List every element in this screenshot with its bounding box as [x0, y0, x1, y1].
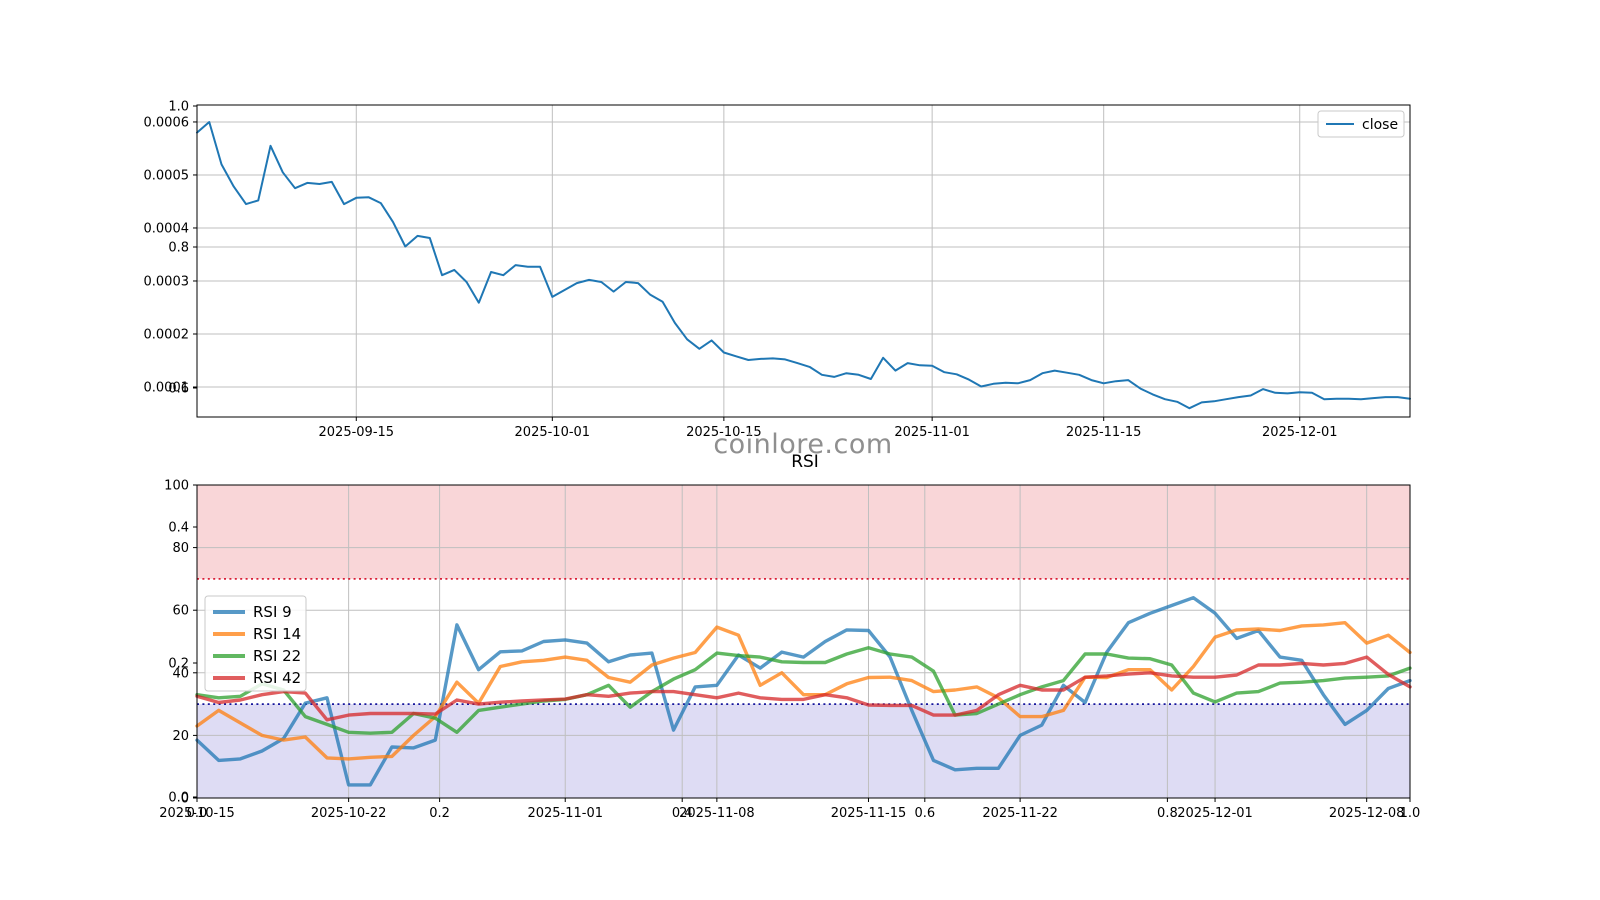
x-tick-label: 2025-12-08 — [1329, 806, 1405, 821]
x-tick-label: 2025-11-01 — [894, 425, 970, 440]
overbought-band — [197, 485, 1410, 579]
rsi-panel-title: RSI — [791, 452, 819, 472]
rsi-grid — [196, 485, 1410, 798]
oversold-band — [197, 704, 1410, 798]
secondary-x-tick-label: 0.4 — [672, 806, 693, 821]
rsi-22-line — [195, 646, 1412, 735]
x-tick-label: 2025-11-01 — [527, 806, 603, 821]
y-tick-label: 0 — [181, 792, 189, 807]
price-panel-spines — [196, 104, 1411, 418]
legend-label: close — [1362, 117, 1398, 133]
secondary-x-tick-label: 0.2 — [429, 806, 450, 821]
price-grid — [197, 105, 1410, 417]
x-tick-label: 2025-10-15 — [686, 425, 762, 440]
x-tick-label: 2025-10-22 — [311, 806, 387, 821]
secondary-y-tick-label: 0.6 — [168, 382, 189, 397]
y-tick-label: 20 — [172, 729, 189, 744]
rsi-42-line — [195, 655, 1412, 722]
watermark: coinlore.com — [713, 429, 893, 460]
price-y-axis: 0.0006 0.0005 0.0004 0.0003 0.0002 0.0001 — [144, 115, 197, 395]
y-tick-label: 40 — [172, 666, 189, 681]
x-tick-label: 2025-12-01 — [1262, 425, 1338, 440]
x-tick-label: 2025-11-15 — [1066, 425, 1142, 440]
secondary-y-tick-label: 0.2 — [168, 657, 189, 672]
rsi-legend: RSI 9 RSI 14 RSI 22 RSI 42 — [204, 595, 307, 692]
secondary-x-tick-label: 0.6 — [914, 806, 935, 821]
secondary-y-tick-label: 0.4 — [168, 521, 189, 536]
secondary-x-tick-label: 0.8 — [1157, 806, 1178, 821]
price-panel: 0.00060.00050.00040.00030.00020.00011.00… — [144, 100, 1411, 806]
rsi-y-axis: 100 80 60 40 20 0 — [164, 479, 197, 807]
secondary-x-axis: 0.0 0.2 0.4 0.6 0.8 1.0 — [187, 798, 1421, 821]
y-tick-label: 0.0006 — [144, 115, 190, 130]
legend-label: RSI 22 — [253, 647, 301, 665]
legend-label: RSI 42 — [253, 669, 301, 687]
x-tick-label: 2025-09-15 — [319, 425, 395, 440]
y-tick-label: 0.0002 — [144, 327, 190, 342]
x-tick-label: 2025-12-01 — [1177, 806, 1253, 821]
y-tick-label: 60 — [172, 604, 189, 619]
y-tick-label: 80 — [172, 541, 189, 556]
price-legend: close — [1317, 110, 1405, 138]
secondary-y-tick-label: 1.0 — [168, 100, 189, 115]
y-tick-label: 0.0004 — [144, 221, 190, 236]
legend-label: RSI 9 — [253, 603, 292, 621]
legend-label: RSI 14 — [253, 625, 301, 643]
rsi-14-line — [195, 621, 1412, 761]
y-tick-label: 0.0003 — [144, 274, 190, 289]
close-line — [196, 121, 1411, 410]
legend-box — [1317, 110, 1405, 138]
y-tick-label: 0.0005 — [144, 168, 190, 183]
rsi-panel-spines — [196, 484, 1411, 799]
x-tick-label: 2025-11-15 — [831, 806, 907, 821]
x-tick-label: 2025-10-01 — [515, 425, 591, 440]
price-x-axis: 2025-09-15 2025-10-01 2025-10-15 2025-11-01… — [319, 417, 1338, 440]
secondary-x-tick-label: 1.0 — [1400, 806, 1421, 821]
x-tick-label: 2025-11-22 — [982, 806, 1058, 821]
x-tick-label: 2025-10-15 — [159, 806, 235, 821]
y-tick-label: 0.0001 — [144, 380, 190, 395]
secondary-y-tick-label: 0.8 — [168, 241, 189, 256]
x-tick-label: 2025-11-08 — [679, 806, 755, 821]
secondary-y-axis: 1.0 0.8 0.6 0.4 0.2 0.0 — [168, 100, 197, 806]
legend-box — [204, 595, 307, 692]
secondary-y-tick-label: 0.0 — [168, 791, 189, 806]
secondary-x-tick-label: 0.0 — [187, 806, 208, 821]
rsi-x-axis: 2025-10-15 2025-10-22 2025-11-01 2025-11-08… — [159, 798, 1404, 821]
y-tick-label: 100 — [164, 479, 189, 494]
